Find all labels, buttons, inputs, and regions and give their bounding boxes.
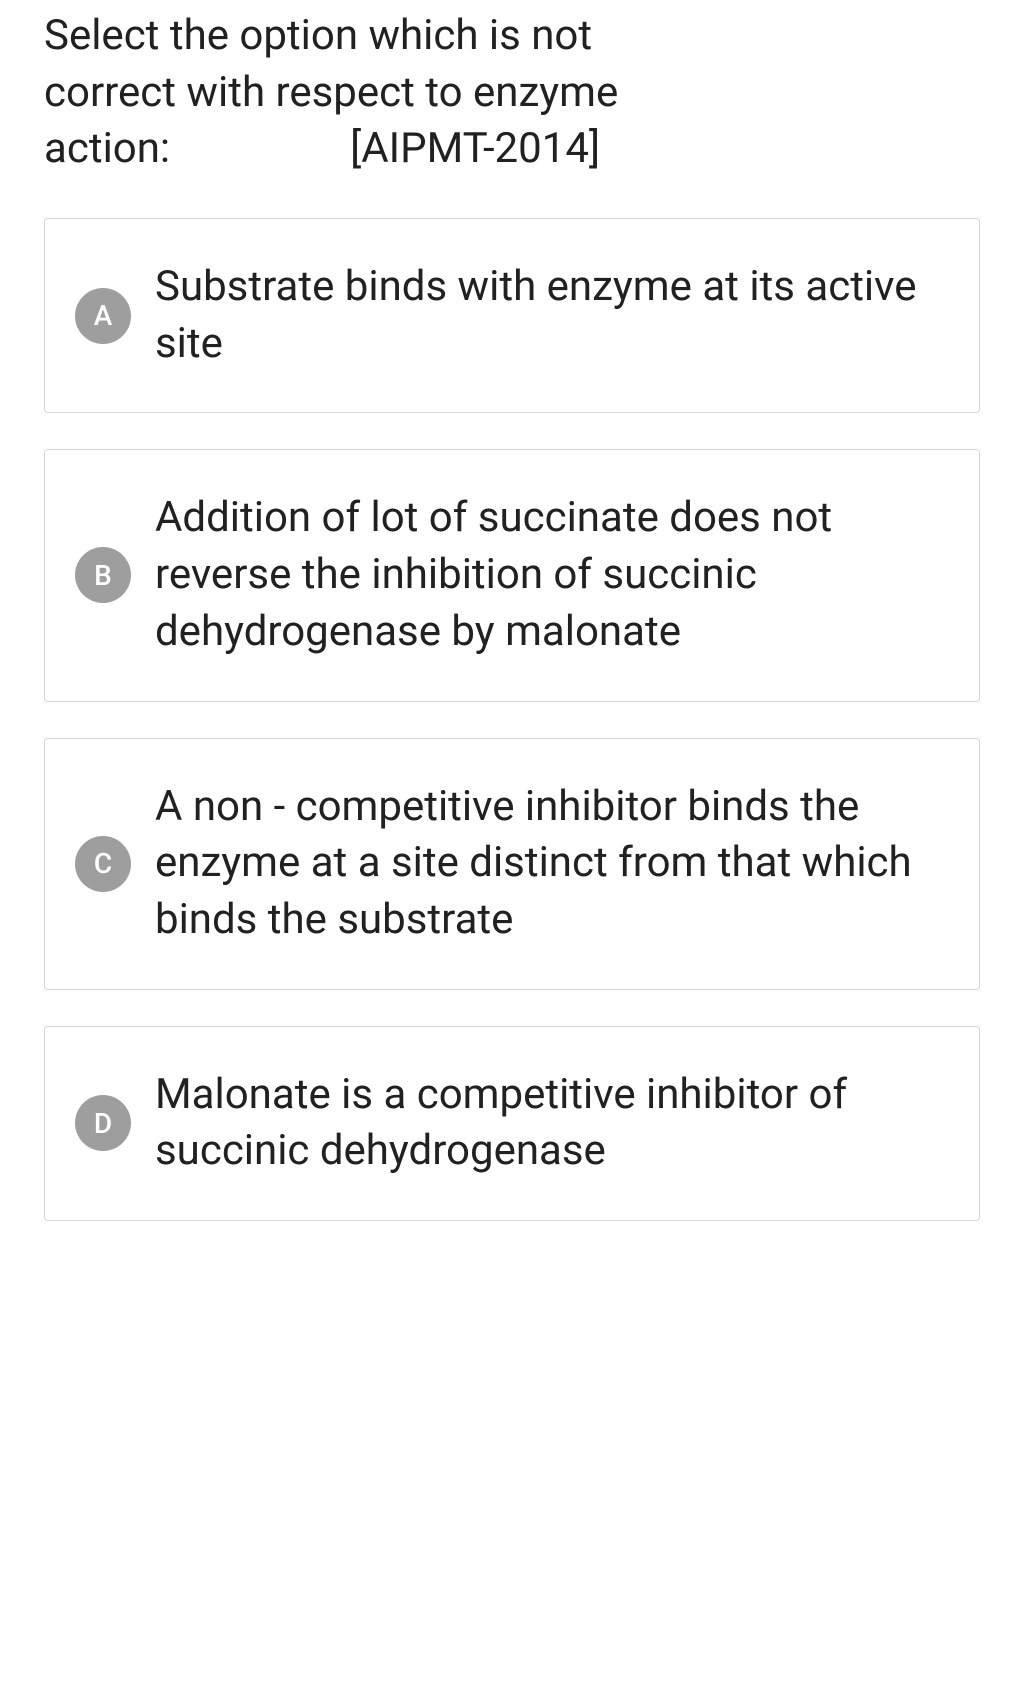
- option-badge-b: B: [75, 547, 131, 603]
- option-text-c: A non - competitive inhibitor binds the …: [155, 779, 949, 949]
- option-badge-c: C: [75, 836, 131, 892]
- question-line-1: Select the option which is not: [44, 11, 592, 60]
- question-line-3: action:: [44, 124, 170, 173]
- quiz-page: Select the option which is not correct w…: [0, 0, 1024, 1687]
- option-badge-d: D: [75, 1095, 131, 1151]
- question-text: Select the option which is not correct w…: [44, 8, 980, 178]
- option-a[interactable]: A Substrate binds with enzyme at its act…: [44, 218, 980, 413]
- option-text-a: Substrate binds with enzyme at its activ…: [155, 259, 949, 372]
- option-text-d: Malonate is a competitive inhibitor of s…: [155, 1067, 949, 1180]
- option-text-b: Addition of lot of succinate does not re…: [155, 490, 949, 660]
- question-line-2: correct with respect to enzyme: [44, 68, 618, 117]
- question-block: Select the option which is not correct w…: [0, 0, 1024, 218]
- options-list: A Substrate binds with enzyme at its act…: [0, 218, 1024, 1221]
- option-d[interactable]: D Malonate is a competitive inhibitor of…: [44, 1026, 980, 1221]
- option-badge-a: A: [75, 288, 131, 344]
- option-b[interactable]: B Addition of lot of succinate does not …: [44, 449, 980, 701]
- option-c[interactable]: C A non - competitive inhibitor binds th…: [44, 738, 980, 990]
- question-tag: [AIPMT-2014]: [350, 124, 600, 173]
